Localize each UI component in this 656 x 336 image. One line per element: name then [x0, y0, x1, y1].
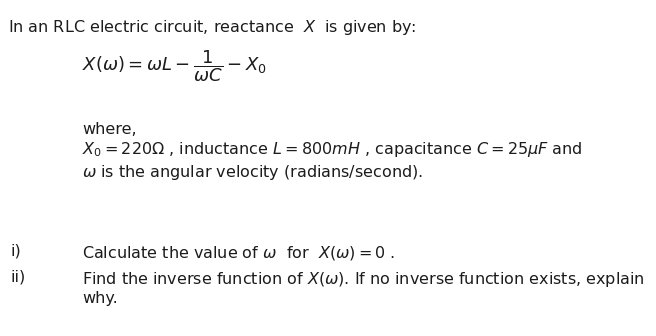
- Text: $X(\omega) = \omega L - \dfrac{1}{\omega C} - X_0$: $X(\omega) = \omega L - \dfrac{1}{\omega…: [82, 48, 267, 84]
- Text: i): i): [10, 244, 21, 259]
- Text: why.: why.: [82, 291, 117, 306]
- Text: where,: where,: [82, 122, 136, 137]
- Text: $X_0 = 220\Omega$ , inductance $L = 800mH$ , capacitance $C = 25\mu F$ and: $X_0 = 220\Omega$ , inductance $L = 800m…: [82, 140, 583, 159]
- Text: Find the inverse function of $X(\omega)$. If no inverse function exists, explain: Find the inverse function of $X(\omega)$…: [82, 270, 645, 289]
- Text: $\omega$ is the angular velocity (radians/second).: $\omega$ is the angular velocity (radian…: [82, 163, 423, 182]
- Text: In an RLC electric circuit, reactance  $X$  is given by:: In an RLC electric circuit, reactance $X…: [8, 18, 417, 37]
- Text: ii): ii): [10, 270, 25, 285]
- Text: Calculate the value of $\omega$  for  $X(\omega) = 0$ .: Calculate the value of $\omega$ for $X(\…: [82, 244, 396, 262]
